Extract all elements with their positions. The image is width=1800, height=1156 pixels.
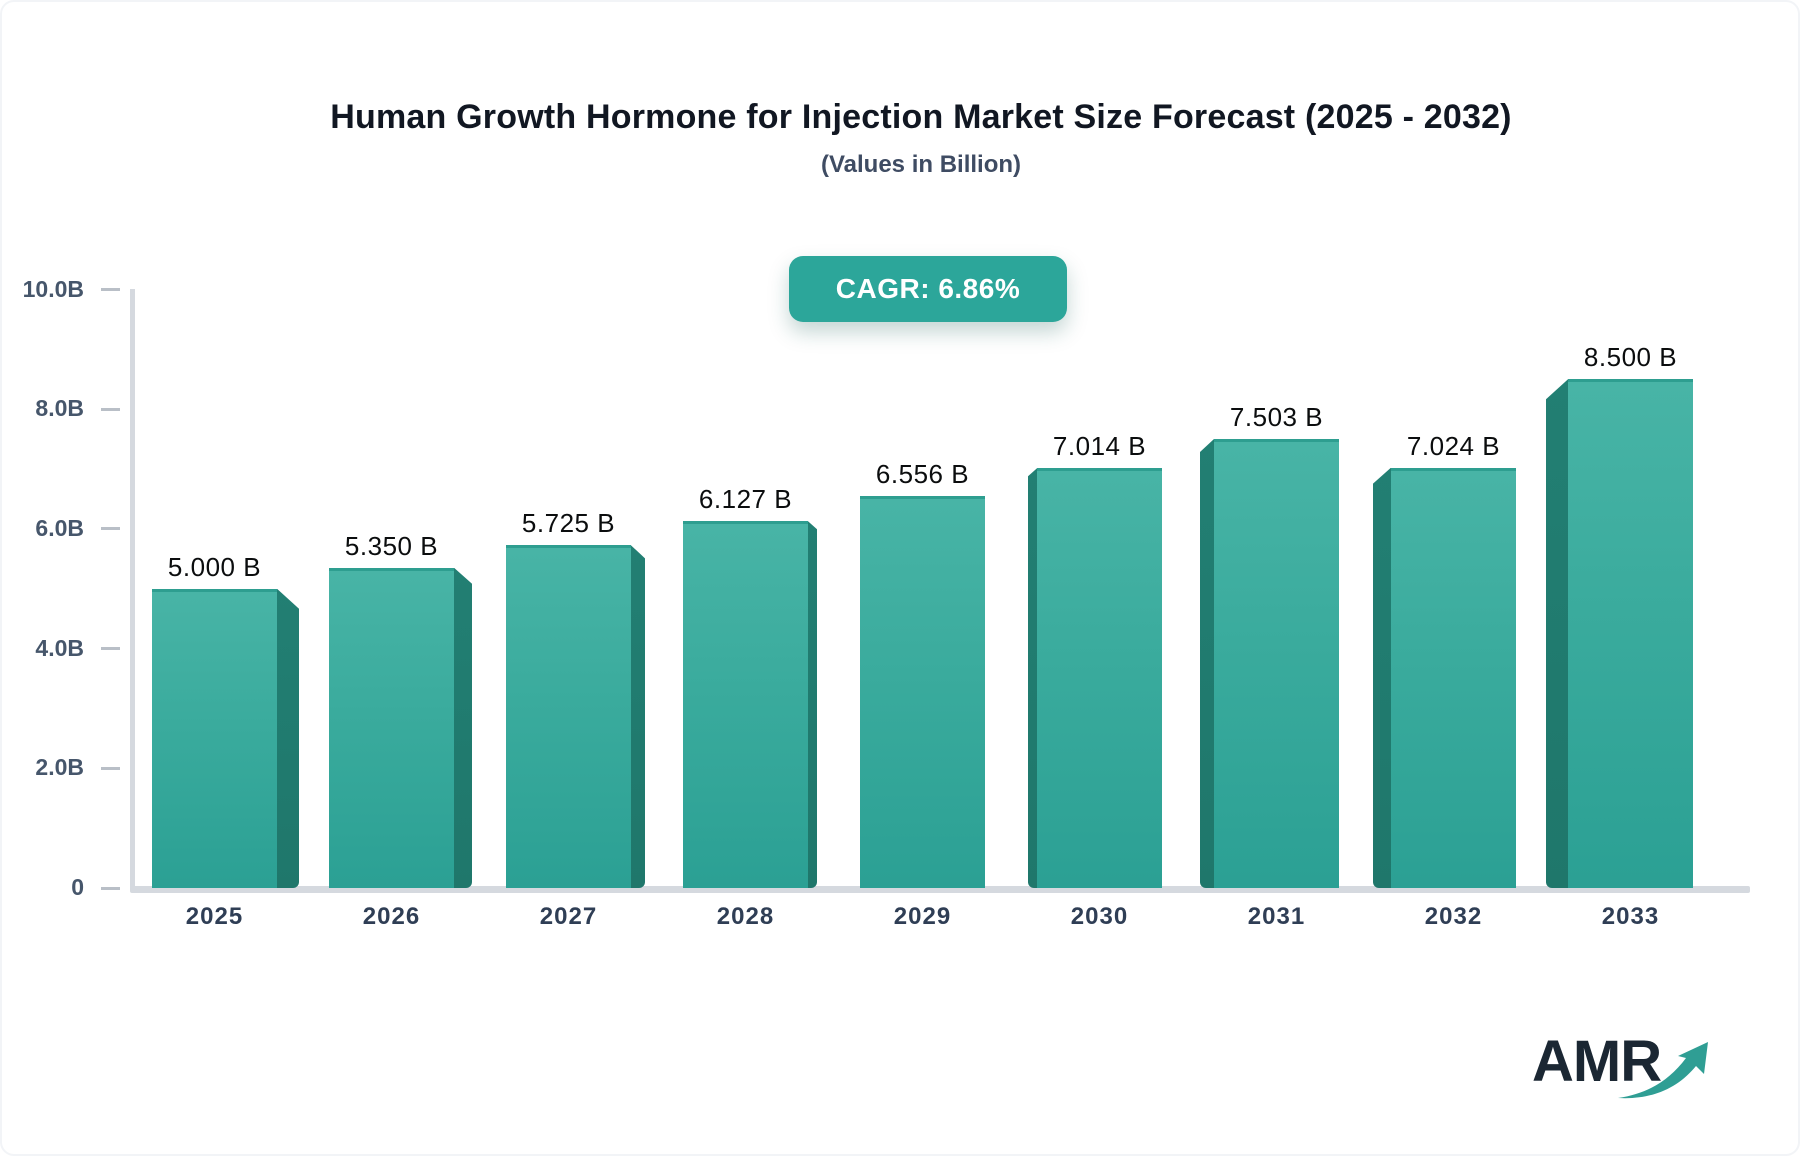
amr-logo-text: AMR	[1532, 1029, 1662, 1094]
bar-value-label-2032: 7.024 B	[1406, 430, 1501, 461]
bar-side-2032	[1373, 467, 1391, 888]
bar-2027	[506, 545, 631, 888]
bar-side-2031	[1200, 438, 1214, 888]
y-axis-label: 0	[71, 874, 84, 900]
x-axis-label-2031: 2031	[1247, 903, 1306, 930]
y-axis-tick	[101, 766, 120, 770]
bar-value-label-2025: 5.000 B	[167, 551, 262, 582]
y-axis-tick	[101, 647, 120, 651]
bar-value-label-2026: 5.350 B	[344, 530, 439, 561]
bar-side-2028	[808, 521, 817, 888]
bar-2025	[152, 588, 277, 888]
y-axis-label: 10.0B	[22, 275, 84, 302]
y-axis-tick	[101, 527, 120, 531]
x-axis-label-2028: 2028	[716, 903, 775, 930]
y-axis-line	[130, 289, 135, 889]
bar-2029	[860, 495, 985, 888]
growth-arrow-icon	[1618, 1042, 1708, 1099]
bar-value-label-2033: 8.500 B	[1583, 342, 1678, 373]
bar-side-2026	[454, 567, 472, 888]
bar-side-2030	[1028, 468, 1037, 888]
bar-2032	[1391, 467, 1516, 888]
x-axis-label-2027: 2027	[539, 903, 598, 930]
y-axis-label: 2.0B	[35, 754, 84, 781]
chart-title: Human Growth Hormone for Injection Marke…	[330, 98, 1512, 136]
bar-2030	[1037, 468, 1162, 888]
bar-side-2027	[631, 545, 645, 888]
cagr-badge: CAGR: 6.86%	[789, 256, 1067, 322]
y-axis-tick	[101, 886, 120, 890]
y-axis-label: 8.0B	[35, 395, 84, 422]
bar-value-label-2028: 6.127 B	[698, 484, 793, 515]
bar-side-2033	[1546, 379, 1568, 888]
bar-value-label-2029: 6.556 B	[875, 458, 970, 489]
y-axis-tick	[101, 288, 120, 291]
x-axis-label-2029: 2029	[893, 903, 952, 930]
x-axis-label-2032: 2032	[1424, 903, 1483, 930]
x-axis-label-2026: 2026	[362, 903, 421, 930]
bar-2031	[1214, 438, 1339, 888]
chart-subtitle: (Values in Billion)	[820, 151, 1022, 178]
cagr-badge-label: CAGR: 6.86%	[835, 273, 1021, 304]
amr-logo: AMR	[1532, 1028, 1732, 1118]
bar-side-2025	[277, 588, 299, 888]
bar-value-label-2027: 5.725 B	[521, 508, 616, 539]
bar-value-label-2030: 7.014 B	[1052, 431, 1147, 462]
x-axis-label-2033: 2033	[1601, 903, 1660, 930]
bar-2026	[329, 567, 454, 888]
y-axis-tick	[101, 407, 120, 411]
y-axis-label: 6.0B	[35, 514, 84, 541]
bar-2028	[683, 521, 808, 888]
y-axis-label: 4.0B	[35, 634, 84, 661]
x-axis-baseline	[130, 886, 1750, 893]
x-axis-label-2030: 2030	[1070, 903, 1129, 930]
x-axis-label-2025: 2025	[185, 903, 244, 930]
chart-header: Human Growth Hormone for Injection Marke…	[2, 2, 1798, 179]
bar-2033	[1568, 379, 1693, 888]
bar-value-label-2031: 7.503 B	[1229, 401, 1324, 432]
